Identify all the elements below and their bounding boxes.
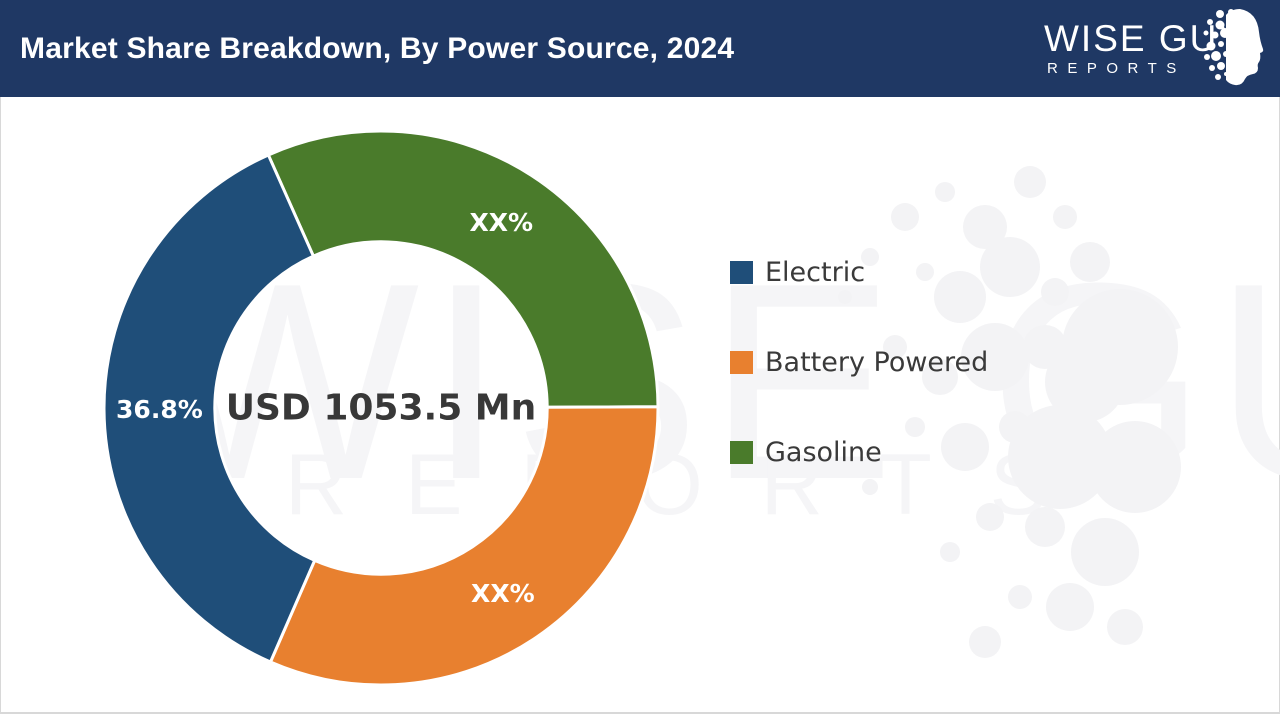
slice-percent-label: XX% (471, 579, 535, 608)
page-title: Market Share Breakdown, By Power Source,… (20, 31, 735, 65)
legend-label: Gasoline (765, 436, 882, 468)
donut-slice-battery-powered (268, 405, 660, 687)
header-bar: Market Share Breakdown, By Power Source,… (0, 0, 1280, 97)
legend-item-battery-powered: Battery Powered (730, 340, 988, 384)
logo-text: WISE GUY REPORTS (1044, 20, 1245, 77)
legend-swatch (730, 350, 753, 374)
logo-subtitle: REPORTS (1047, 60, 1186, 77)
donut-center-value: USD 1053.5 Mn (225, 387, 537, 429)
donut-slice-gasoline (266, 129, 660, 409)
slice-percent-label: 36.8% (116, 395, 203, 424)
legend-swatch (730, 440, 753, 464)
donut-chart: XX% XX% 36.8% (101, 128, 661, 688)
watermark-subtitle: REPORTS (285, 437, 1106, 533)
watermark: WISE GUY REPORTS (0, 97, 1280, 714)
logo-head-icon (1203, 9, 1264, 86)
logo-wordmark: WISE GUY (1044, 18, 1246, 59)
slice-percent-label: XX% (469, 208, 533, 237)
wise-guy-reports-logo: WISE GUY REPORTS (1014, 6, 1266, 92)
legend-item-electric: Electric (730, 250, 988, 294)
legend-label: Battery Powered (765, 346, 989, 378)
legend-item-gasoline: Gasoline (730, 430, 988, 474)
watermark-head-dots (838, 166, 1181, 658)
legend-label: Electric (765, 256, 866, 288)
donut-slice-electric (102, 153, 317, 664)
chart-legend: Electric Battery Powered Gasoline (730, 250, 988, 520)
legend-swatch (730, 260, 753, 284)
